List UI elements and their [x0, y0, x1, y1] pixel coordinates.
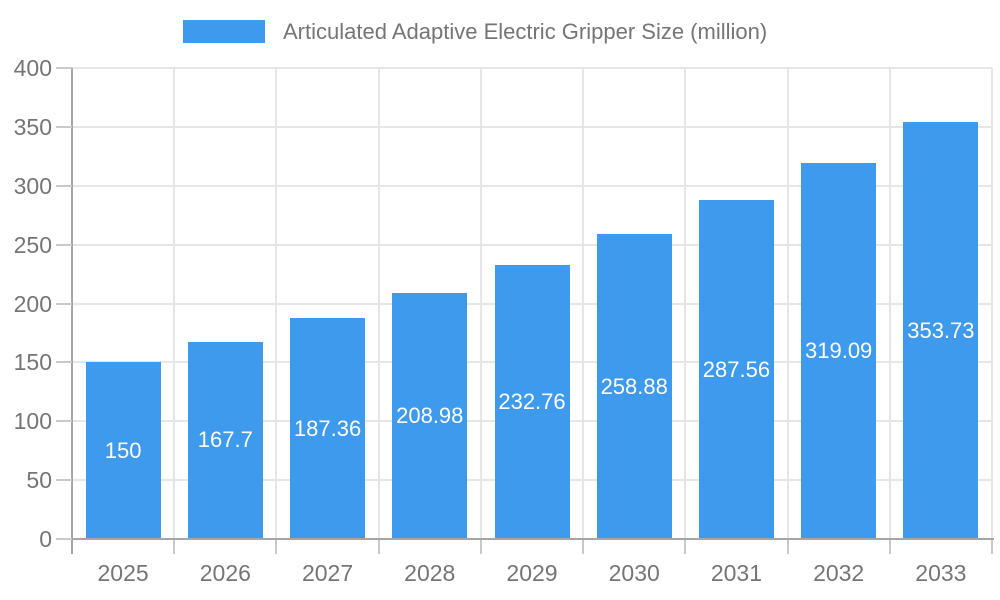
gridline-horizontal: [72, 125, 992, 128]
y-axis-label: 300: [13, 172, 52, 199]
gridline-vertical: [275, 68, 278, 539]
gridline-vertical: [173, 68, 176, 539]
y-axis-tick: [56, 302, 72, 305]
y-axis-tick: [56, 243, 72, 246]
x-axis-tick: [786, 539, 789, 554]
bar-value-label: 167.7: [197, 427, 253, 453]
legend-swatch: [183, 20, 265, 43]
bar-value-label: 287.56: [702, 356, 771, 382]
gridline-vertical: [377, 68, 380, 539]
gridline-vertical: [684, 68, 687, 539]
bar[interactable]: [85, 362, 161, 539]
bar-value-label: 208.98: [396, 402, 464, 428]
legend-label: Articulated Adaptive Electric Gripper Si…: [283, 19, 768, 44]
x-axis-label: 2031: [710, 560, 763, 586]
y-axis-line: [71, 68, 73, 554]
y-axis-label: 50: [26, 467, 52, 494]
x-axis-label: 2033: [915, 560, 967, 586]
bar[interactable]: [187, 341, 263, 539]
bar[interactable]: [290, 318, 366, 539]
bar-value-label: 258.88: [600, 373, 668, 399]
y-axis-label: 150: [13, 349, 52, 376]
legend[interactable]: Articulated Adaptive Electric Gripper Si…: [183, 18, 767, 45]
bar[interactable]: [801, 163, 877, 539]
y-axis-label: 0: [39, 526, 52, 552]
y-axis-label: 250: [13, 231, 52, 258]
y-axis-label: 400: [13, 55, 52, 81]
gridline-vertical: [991, 68, 993, 539]
x-axis-tick: [582, 539, 585, 554]
bar[interactable]: [903, 122, 979, 539]
bar[interactable]: [698, 200, 774, 539]
y-axis-tick: [56, 67, 72, 69]
bar-value-label: 187.36: [293, 415, 362, 441]
gridline-horizontal: [72, 243, 992, 246]
gridline-vertical: [582, 68, 585, 539]
bar-value-label: 232.76: [498, 388, 566, 414]
x-axis-tick: [479, 539, 482, 554]
x-axis-label: 2030: [608, 560, 660, 586]
y-axis-tick: [56, 420, 72, 423]
gridline-vertical: [888, 68, 891, 539]
bar-value-label: 319.09: [805, 338, 873, 364]
x-axis-tick: [888, 539, 891, 554]
y-axis-tick: [56, 361, 72, 364]
x-axis-tick: [173, 539, 176, 554]
y-axis-label: 100: [13, 408, 52, 435]
x-axis-tick: [991, 539, 993, 554]
bar[interactable]: [392, 292, 468, 539]
x-axis-label: 2027: [301, 560, 354, 586]
bar[interactable]: [596, 234, 672, 539]
y-axis-label: 350: [13, 113, 52, 140]
x-axis-tick: [275, 539, 278, 554]
x-axis-line: [72, 538, 994, 540]
gridline-horizontal: [72, 184, 992, 187]
bar-value-label: 150: [104, 437, 142, 463]
x-axis-label: 2026: [199, 560, 251, 586]
y-axis-tick: [56, 184, 72, 187]
x-axis-label: 2032: [813, 560, 865, 586]
x-axis-label: 2029: [506, 560, 558, 586]
y-axis-tick: [56, 538, 72, 540]
gridline-horizontal: [72, 67, 992, 69]
bar-value-label: 353.73: [907, 317, 975, 343]
y-axis-tick: [56, 125, 72, 128]
gridline-vertical: [786, 68, 789, 539]
gridline-vertical: [479, 68, 482, 539]
x-axis-tick: [684, 539, 687, 554]
x-axis-label: 2025: [97, 560, 149, 586]
y-axis-tick: [56, 479, 72, 482]
x-axis-tick: [377, 539, 380, 554]
bar[interactable]: [494, 264, 570, 539]
y-axis-label: 200: [13, 290, 52, 317]
x-axis-label: 2028: [404, 560, 456, 586]
